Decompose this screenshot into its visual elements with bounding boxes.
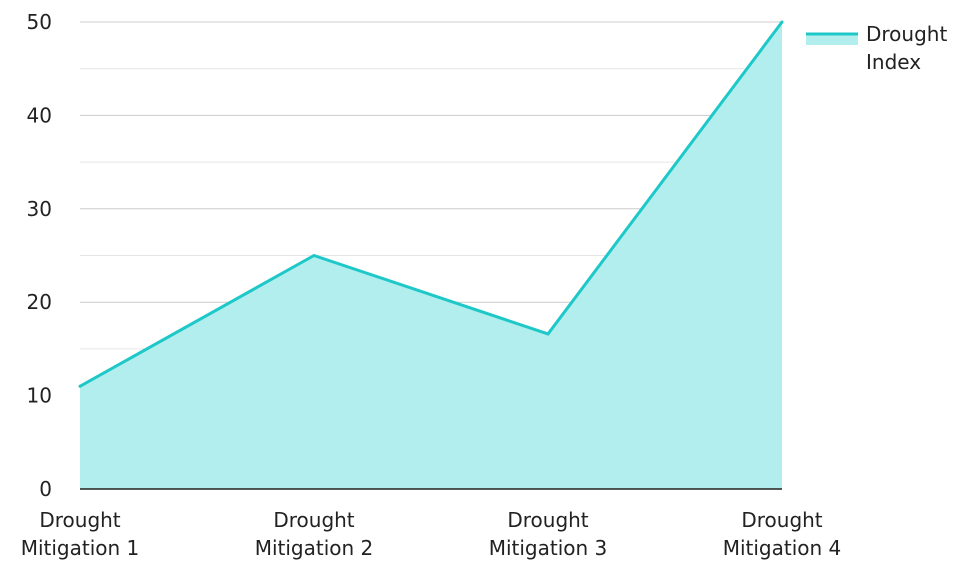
legend-label-line: Drought — [866, 22, 947, 46]
series-area-fill — [80, 22, 782, 489]
legend-item[interactable]: Drought Index — [806, 22, 947, 74]
x-tick-label: Drought Mitigation 2 — [255, 508, 374, 560]
data-point-1[interactable] — [78, 384, 82, 388]
y-tick-label: 30 — [27, 197, 52, 221]
y-tick-label: 40 — [27, 103, 52, 127]
legend-label-line: Index — [866, 50, 921, 74]
legend-swatch-fill — [806, 33, 858, 45]
x-tick-label-line: Drought — [741, 508, 822, 532]
y-tick-label: 10 — [27, 384, 52, 408]
legend-label: Drought Index — [866, 22, 947, 74]
x-tick-label-line: Mitigation 3 — [489, 536, 608, 560]
legend: Drought Index — [806, 22, 947, 74]
x-tick-label: Drought Mitigation 3 — [489, 508, 608, 560]
x-tick-label-line: Mitigation 2 — [255, 536, 374, 560]
x-tick-label-line: Mitigation 1 — [21, 536, 140, 560]
y-tick-label: 20 — [27, 290, 52, 314]
area-layer — [78, 20, 784, 489]
x-tick-label-line: Drought — [39, 508, 120, 532]
x-tick-label-line: Drought — [273, 508, 354, 532]
data-point-3[interactable] — [546, 332, 550, 336]
y-tick-label: 50 — [27, 10, 52, 34]
data-point-4[interactable] — [780, 20, 784, 24]
tick-labels: 0 10 20 30 40 50 Drought Mitigation 1 Drought Mit… — [21, 10, 842, 560]
series-line — [79, 21, 784, 388]
y-tick-label: 0 — [39, 477, 52, 501]
x-tick-label-line: Mitigation 4 — [723, 536, 842, 560]
x-tick-label: Drought Mitigation 4 — [723, 508, 842, 560]
data-point-2[interactable] — [312, 254, 316, 257]
x-tick-label-line: Drought — [507, 508, 588, 532]
x-tick-label: Drought Mitigation 1 — [21, 508, 140, 560]
